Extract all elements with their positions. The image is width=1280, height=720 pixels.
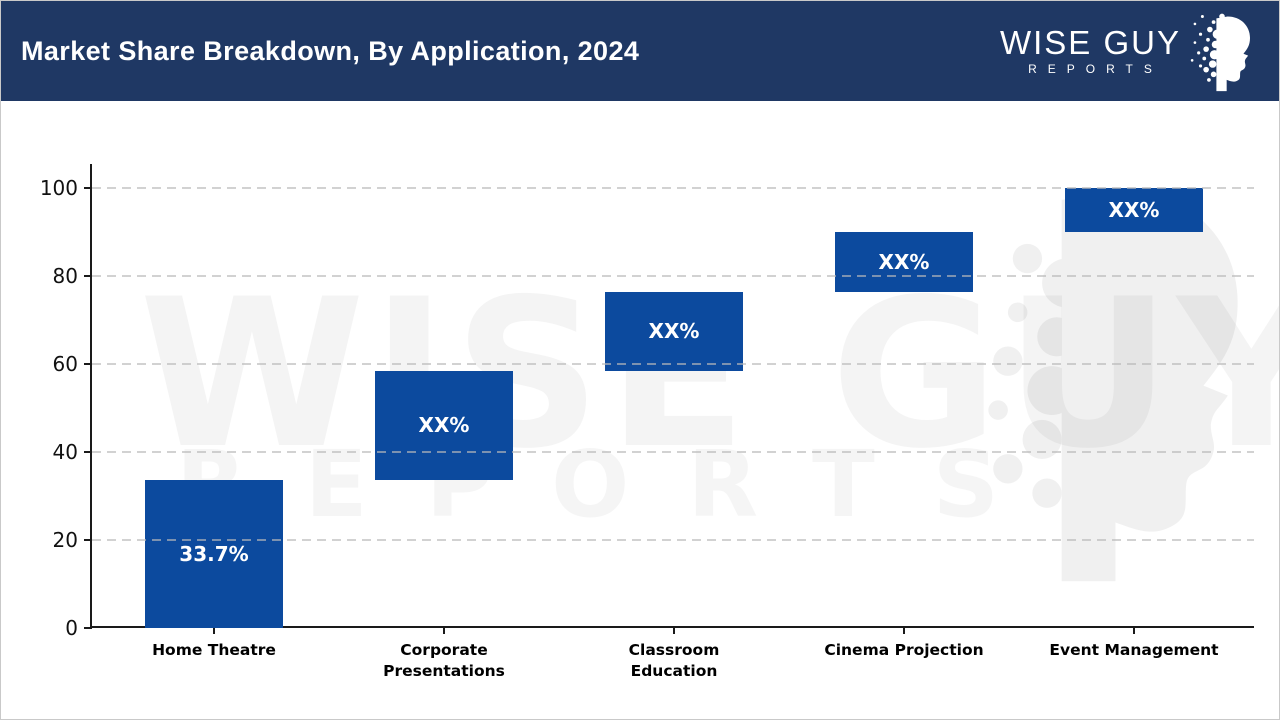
- y-axis-tick: [84, 627, 92, 629]
- waterfall-bar-segment: XX%: [605, 291, 743, 372]
- x-axis-tick: [1133, 626, 1135, 634]
- x-axis-tick: [903, 626, 905, 634]
- header-bar: Market Share Breakdown, By Application, …: [1, 1, 1279, 101]
- waterfall-bar-segment: XX%: [375, 371, 513, 480]
- bar-value-label: XX%: [878, 249, 930, 274]
- bar-value-label: XX%: [1108, 198, 1160, 222]
- waterfall-bar-segment: XX%: [1065, 188, 1203, 232]
- brand-logo-text: WISE GUY REPORTS: [999, 23, 1181, 77]
- brand-name: WISE GUY: [999, 23, 1181, 61]
- brand-subtitle: REPORTS: [1028, 62, 1163, 77]
- y-gridline: [92, 451, 1254, 453]
- face-profile-icon: [1190, 13, 1250, 92]
- y-gridline: [92, 275, 1254, 277]
- watermark-face-icon: [988, 190, 1238, 582]
- y-axis-tick-label: 100: [39, 176, 78, 200]
- x-axis-category-label: Classroom Education: [628, 641, 720, 680]
- y-axis-tick-label: 0: [65, 616, 78, 640]
- bar-value-label: XX%: [648, 319, 700, 344]
- x-axis-category-label: Corporate Presentations: [383, 641, 505, 680]
- x-axis-tick: [213, 626, 215, 634]
- x-axis-category-label: Home Theatre: [152, 641, 276, 659]
- x-axis-tick: [443, 626, 445, 634]
- y-axis-tick-label: 40: [52, 440, 78, 464]
- y-axis-tick-label: 20: [52, 528, 78, 552]
- x-axis-category-label: Cinema Projection: [824, 641, 984, 659]
- bar-value-label: XX%: [418, 413, 470, 438]
- bar-value-label: 33.7%: [179, 541, 249, 566]
- y-axis-tick: [84, 187, 92, 189]
- y-gridline: [92, 539, 1254, 541]
- x-axis-category-label: Event Management: [1049, 641, 1219, 659]
- waterfall-bar-segment: 33.7%: [145, 479, 283, 628]
- x-axis-tick: [673, 626, 675, 634]
- y-gridline: [92, 187, 1254, 189]
- y-axis-tick-label: 80: [52, 264, 78, 288]
- waterfall-bar-segment: XX%: [835, 232, 973, 292]
- y-axis-tick: [84, 539, 92, 541]
- chart-plot-area: 33.7% Home Theatre XX% Corporate Presentatio…: [40, 164, 1254, 680]
- page-title: Market Share Breakdown, By Application, …: [21, 35, 640, 66]
- y-axis-tick: [84, 275, 92, 277]
- y-gridline: [92, 363, 1254, 365]
- y-axis-tick: [84, 451, 92, 453]
- watermark-subtext: REPORTS: [176, 431, 1057, 538]
- brand-logo: WISE GUY REPORTS: [1000, 9, 1261, 93]
- y-axis-tick-label: 60: [52, 352, 78, 376]
- y-axis-tick: [84, 363, 92, 365]
